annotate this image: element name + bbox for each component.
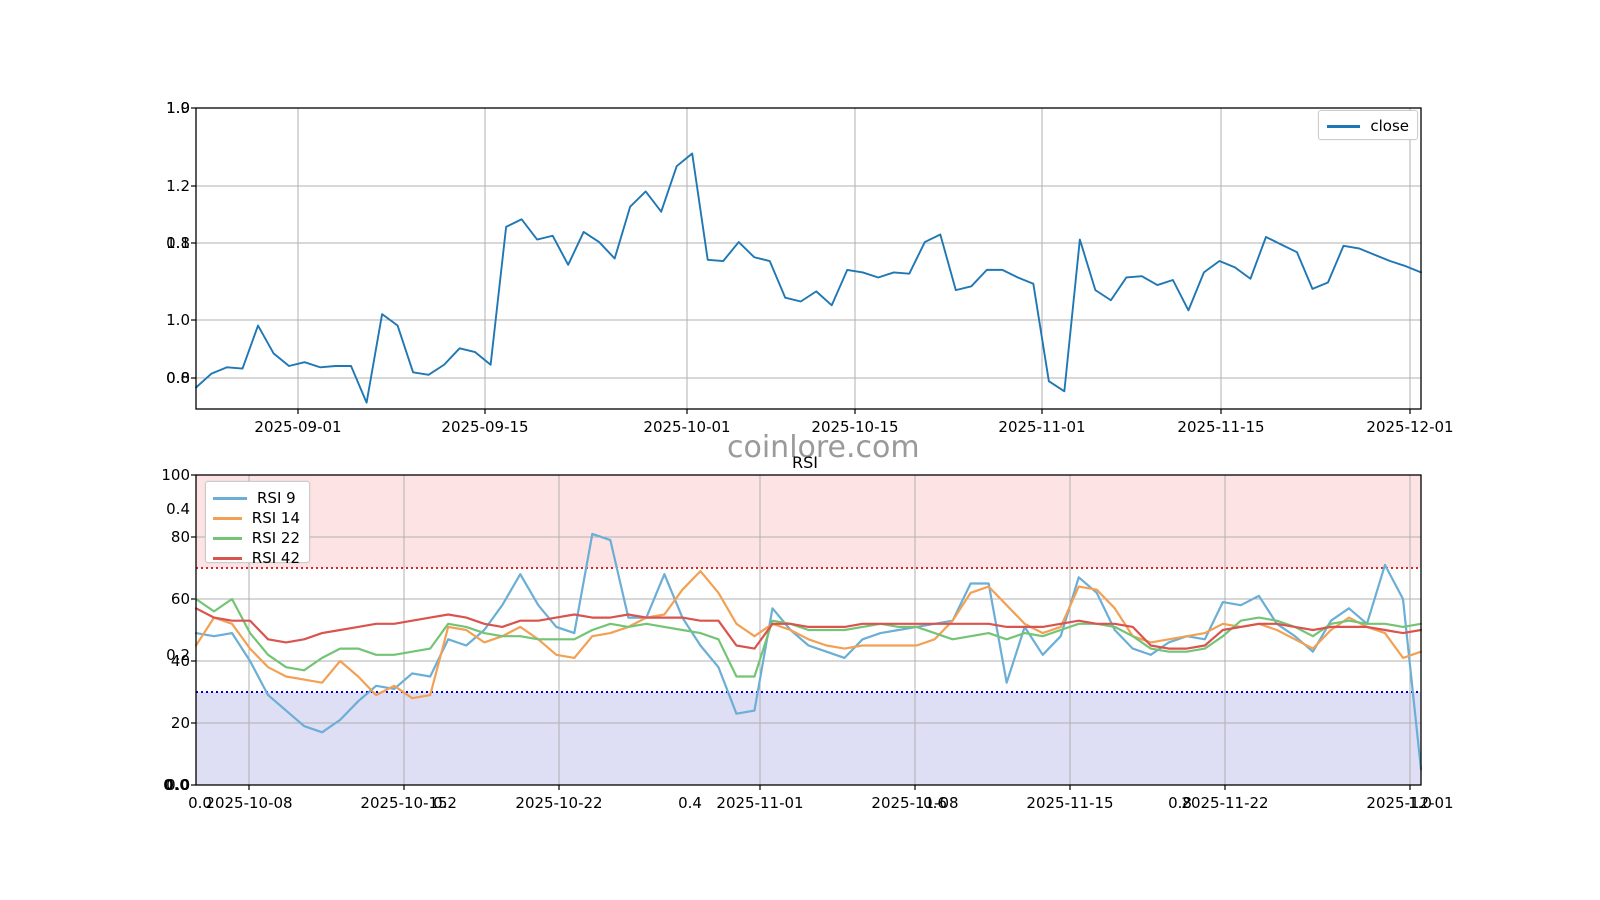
price-panel: close (191, 107, 1422, 414)
rsi-legend: RSI 9 RSI 14 RSI 22 RSI 42 (205, 481, 310, 567)
legend-label-rsi-22: RSI 22 (251, 529, 300, 547)
legend-item-rsi-42[interactable]: RSI 42 (213, 548, 300, 568)
legend-item-rsi-14[interactable]: RSI 14 (213, 508, 300, 528)
legend-swatch-rsi-22 (213, 536, 242, 540)
legend-item-close[interactable]: close (1327, 116, 1409, 136)
legend-label-rsi-14: RSI 14 (251, 509, 300, 527)
price-plot-svg (191, 107, 1422, 414)
legend-swatch-rsi-42 (213, 556, 242, 560)
rsi-panel-title: RSI (792, 453, 818, 472)
legend-label-rsi-9: RSI 9 (257, 489, 296, 507)
legend-item-rsi-9[interactable]: RSI 9 (213, 488, 300, 508)
rsi-panel: RSI 9 RSI 14 RSI 22 RSI 42 (0, 455, 1600, 900)
price-legend: close (1318, 110, 1418, 140)
watermark-coinlore: coinlore.com (727, 430, 920, 465)
legend-label-rsi-42: RSI 42 (251, 549, 300, 567)
legend-swatch-rsi-9 (213, 496, 247, 500)
legend-item-rsi-22[interactable]: RSI 22 (213, 528, 300, 548)
legend-swatch-rsi-14 (213, 516, 242, 520)
legend-swatch-close (1327, 124, 1361, 128)
rsi-plot-svg (191, 474, 1423, 790)
legend-label-close: close (1370, 117, 1409, 135)
